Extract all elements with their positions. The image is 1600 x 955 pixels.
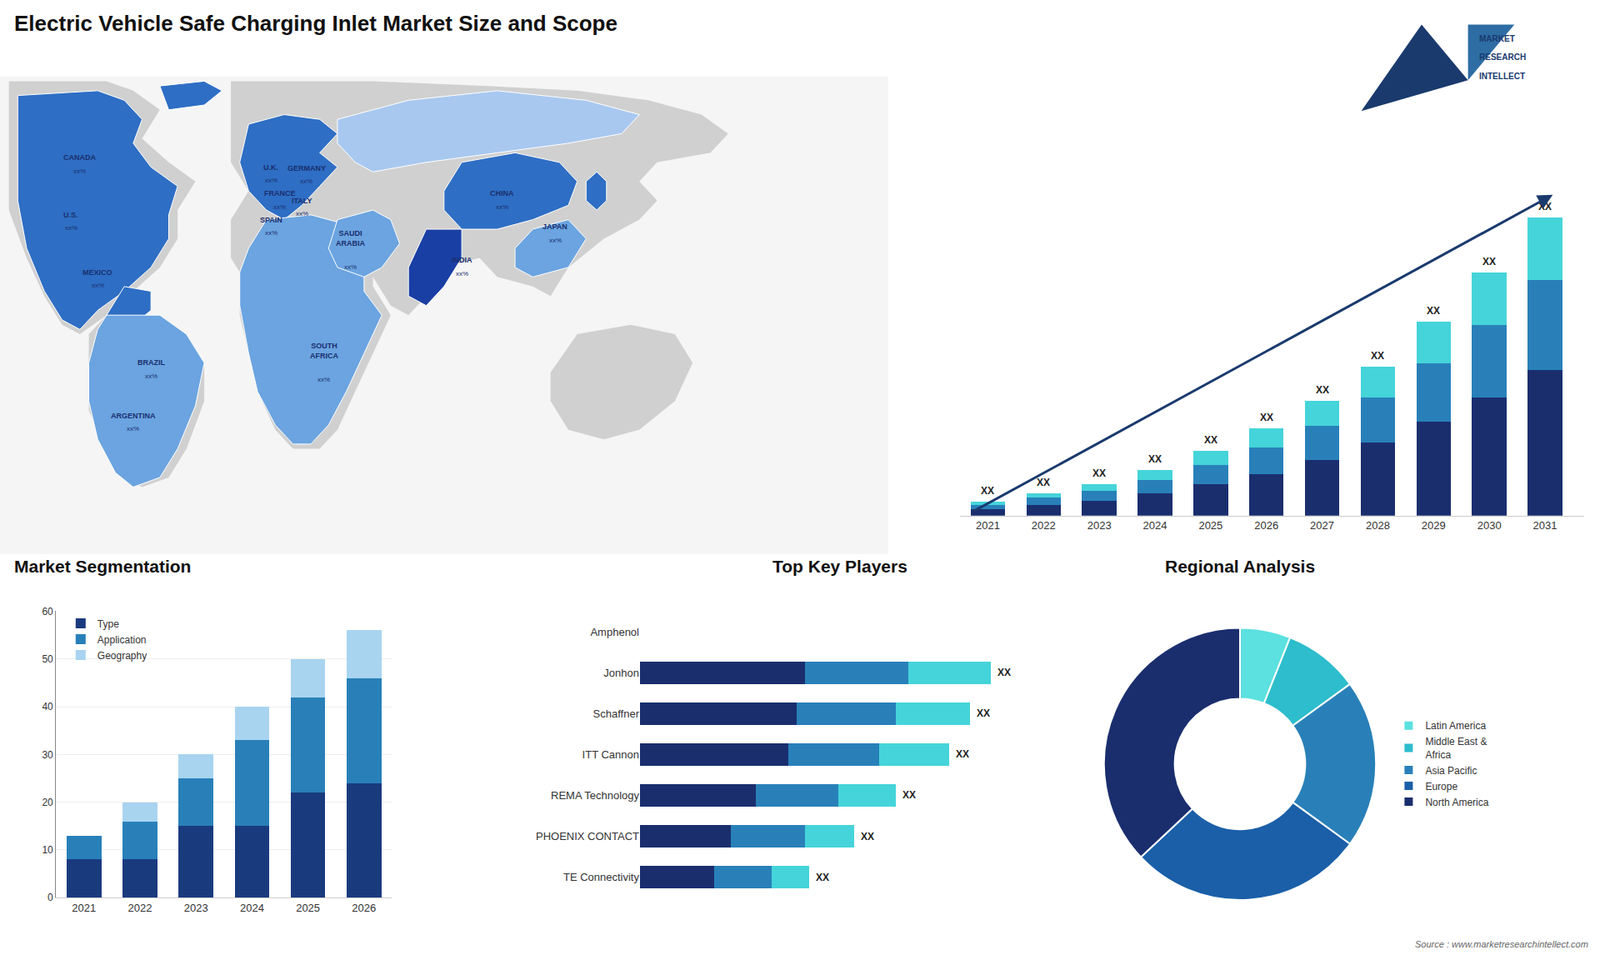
svg-text:PHOENIX CONTACT: PHOENIX CONTACT xyxy=(535,830,640,843)
svg-text:SAUDIARABIA: SAUDIARABIA xyxy=(335,229,365,248)
svg-text:XX: XX xyxy=(976,707,990,720)
svg-text:xx%: xx% xyxy=(273,203,286,211)
svg-text:2022: 2022 xyxy=(128,901,153,915)
svg-text:2023: 2023 xyxy=(184,901,209,915)
svg-text:20: 20 xyxy=(41,796,54,809)
svg-text:SOUTHAFRICA: SOUTHAFRICA xyxy=(310,341,339,360)
svg-text:2026: 2026 xyxy=(351,901,376,915)
svg-text:2025: 2025 xyxy=(295,901,320,915)
svg-text:TE Connectivity: TE Connectivity xyxy=(563,870,640,884)
svg-text:Schaffner: Schaffner xyxy=(593,707,640,720)
svg-text:2023: 2023 xyxy=(1087,519,1112,532)
svg-text:XX: XX xyxy=(815,871,830,884)
svg-text:XX: XX xyxy=(980,485,995,497)
svg-text:ITALY: ITALY xyxy=(291,196,313,205)
svg-text:ARGENTINA: ARGENTINA xyxy=(110,411,156,420)
svg-text:INTELLECT: INTELLECT xyxy=(1479,71,1525,81)
svg-text:xx%: xx% xyxy=(344,263,357,271)
svg-text:40: 40 xyxy=(41,700,54,713)
svg-text:CHINA: CHINA xyxy=(490,189,515,198)
svg-text:0: 0 xyxy=(47,891,54,904)
svg-text:Europe: Europe xyxy=(1425,780,1458,793)
svg-text:U.K.: U.K. xyxy=(263,163,279,172)
svg-text:CANADA: CANADA xyxy=(63,153,96,162)
svg-text:2027: 2027 xyxy=(1310,519,1335,532)
svg-text:XX: XX xyxy=(1426,305,1440,317)
svg-text:xx%: xx% xyxy=(549,236,562,245)
svg-text:xx%: xx% xyxy=(91,281,105,290)
svg-text:xx%: xx% xyxy=(265,176,278,185)
svg-text:2031: 2031 xyxy=(1533,519,1558,532)
svg-text:30: 30 xyxy=(41,749,54,761)
svg-text:2022: 2022 xyxy=(1031,519,1056,532)
svg-text:xx%: xx% xyxy=(455,270,469,278)
svg-text:XX: XX xyxy=(955,748,970,760)
svg-text:50: 50 xyxy=(41,653,54,665)
svg-text:JAPAN: JAPAN xyxy=(542,222,568,231)
svg-text:Electric Vehicle Safe Charging: Electric Vehicle Safe Charging Inlet Mar… xyxy=(14,10,618,36)
svg-text:XX: XX xyxy=(1482,255,1496,268)
svg-text:xx%: xx% xyxy=(317,375,330,384)
svg-text:xx%: xx% xyxy=(295,210,309,218)
svg-text:Regional Analysis: Regional Analysis xyxy=(1165,556,1315,576)
svg-text:FRANCE: FRANCE xyxy=(264,189,296,198)
svg-text:XX: XX xyxy=(902,789,916,801)
svg-text:North America: North America xyxy=(1425,796,1489,809)
svg-text:GERMANY: GERMANY xyxy=(287,164,326,173)
svg-text:Top Key Players: Top Key Players xyxy=(772,556,908,576)
svg-text:REMA Technology: REMA Technology xyxy=(550,789,640,802)
svg-text:Market Segmentation: Market Segmentation xyxy=(14,556,191,576)
svg-text:2030: 2030 xyxy=(1477,519,1502,532)
svg-text:xx%: xx% xyxy=(126,425,140,433)
svg-text:Application: Application xyxy=(97,634,147,646)
svg-text:60: 60 xyxy=(41,605,54,618)
svg-text:2026: 2026 xyxy=(1254,519,1279,532)
svg-text:Jonhon: Jonhon xyxy=(603,666,640,680)
svg-text:Source : www.marketresearchint: Source : www.marketresearchintellect.com xyxy=(1415,939,1589,950)
svg-text:2024: 2024 xyxy=(240,901,265,915)
svg-text:XX: XX xyxy=(1315,384,1330,396)
svg-text:xx%: xx% xyxy=(65,224,78,232)
svg-text:XX: XX xyxy=(1204,434,1218,446)
svg-text:RESEARCH: RESEARCH xyxy=(1479,52,1526,62)
svg-text:XX: XX xyxy=(1538,200,1552,213)
svg-text:Latin America: Latin America xyxy=(1425,720,1486,732)
svg-text:XX: XX xyxy=(997,666,1011,679)
svg-text:10: 10 xyxy=(41,844,54,856)
svg-text:Amphenol: Amphenol xyxy=(590,625,640,639)
svg-text:XX: XX xyxy=(1092,467,1106,480)
svg-text:xx%: xx% xyxy=(265,229,278,237)
svg-text:INDIA: INDIA xyxy=(451,255,473,265)
svg-text:ITT Cannon: ITT Cannon xyxy=(582,748,640,761)
svg-text:xx%: xx% xyxy=(300,177,313,185)
svg-text:XX: XX xyxy=(1148,453,1162,465)
svg-text:MEXICO: MEXICO xyxy=(82,268,113,277)
svg-text:2024: 2024 xyxy=(1143,519,1168,532)
svg-text:2028: 2028 xyxy=(1365,519,1390,532)
svg-text:XX: XX xyxy=(860,830,875,843)
svg-text:xx%: xx% xyxy=(145,372,158,380)
svg-text:MARKET: MARKET xyxy=(1479,34,1515,44)
svg-text:Asia Pacific: Asia Pacific xyxy=(1425,765,1477,777)
svg-text:2021: 2021 xyxy=(71,901,96,915)
svg-text:xx%: xx% xyxy=(73,167,86,175)
svg-text:SPAIN: SPAIN xyxy=(260,215,283,225)
svg-text:Geography: Geography xyxy=(97,650,147,662)
svg-text:2029: 2029 xyxy=(1421,519,1446,532)
svg-text:XX: XX xyxy=(1260,411,1274,424)
svg-text:Type: Type xyxy=(97,618,120,630)
svg-text:Middle East &Africa: Middle East &Africa xyxy=(1425,735,1487,761)
svg-text:2025: 2025 xyxy=(1198,519,1223,532)
svg-text:2021: 2021 xyxy=(975,519,1000,532)
svg-text:BRAZIL: BRAZIL xyxy=(137,358,165,367)
svg-text:XX: XX xyxy=(1370,350,1385,362)
svg-text:xx%: xx% xyxy=(495,203,509,211)
svg-text:XX: XX xyxy=(1036,476,1050,489)
svg-text:U.S.: U.S. xyxy=(63,210,79,220)
